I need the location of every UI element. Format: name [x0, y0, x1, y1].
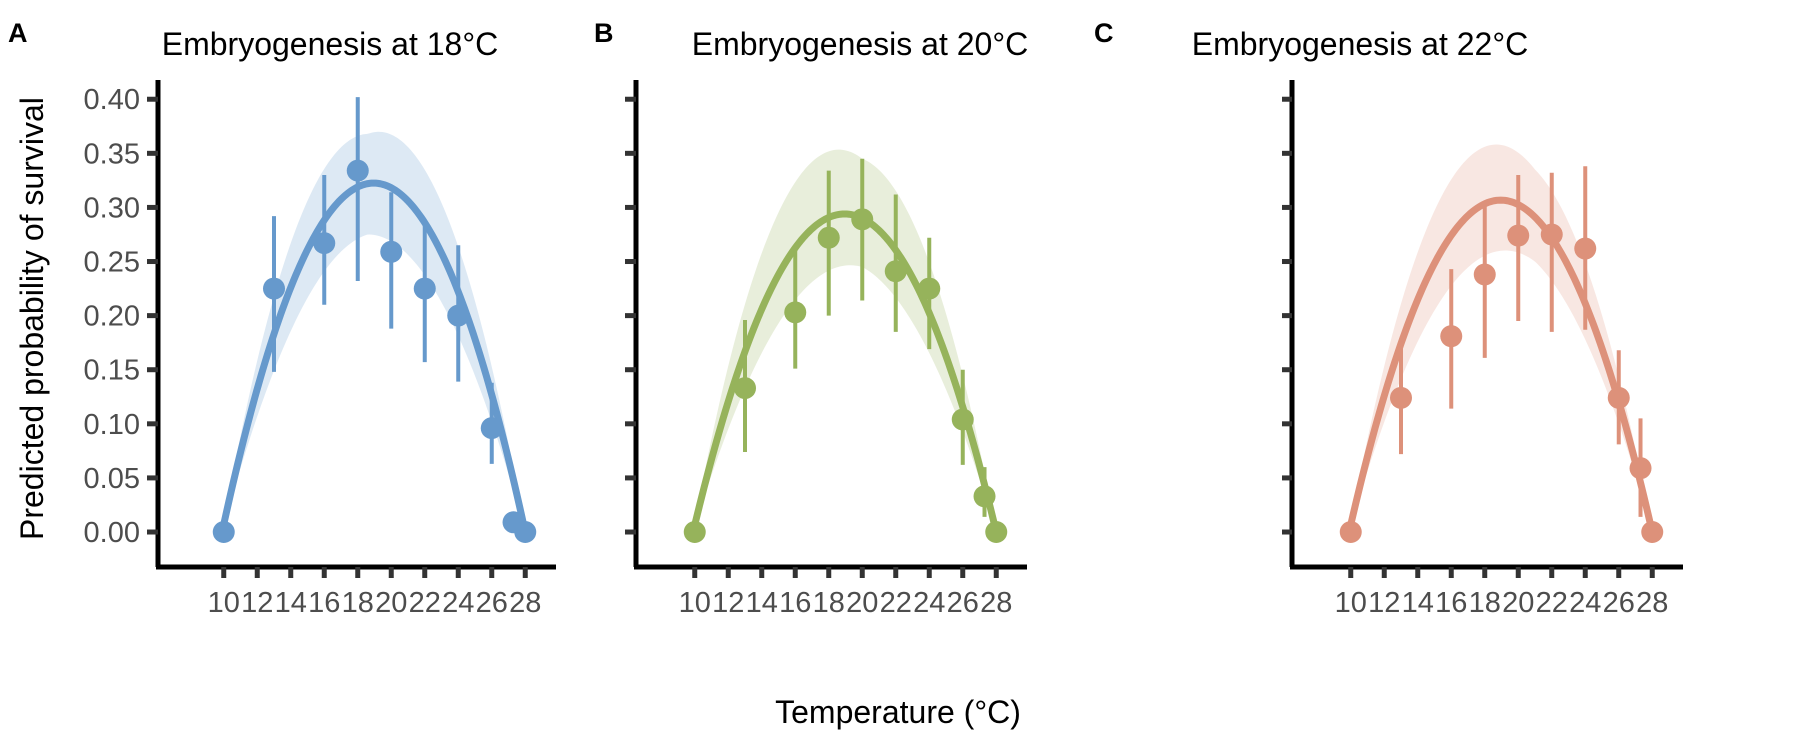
x-tick-label: 24 — [913, 587, 945, 619]
panel-title-b: Embryogenesis at 20°C — [691, 26, 1029, 62]
x-tick-label: 10 — [1335, 587, 1367, 619]
data-point — [1473, 263, 1496, 286]
x-tick-label: 10 — [208, 587, 240, 619]
data-point — [1507, 224, 1530, 247]
panel-letter-b: B — [594, 18, 614, 48]
data-point — [1540, 223, 1563, 246]
data-point — [817, 226, 840, 249]
x-tick-label: 12 — [1368, 587, 1400, 619]
y-tick-label: 0.30 — [84, 192, 140, 224]
data-point — [514, 521, 537, 544]
data-point — [1629, 457, 1652, 480]
y-tick-label: 0.15 — [84, 355, 140, 387]
x-tick-label: 28 — [980, 587, 1012, 619]
x-tick-label: 18 — [1469, 587, 1501, 619]
x-tick-label: 22 — [880, 587, 912, 619]
data-point — [683, 521, 706, 544]
x-tick-label: 18 — [813, 587, 845, 619]
x-tick-label: 18 — [342, 587, 374, 619]
x-tick-label: 22 — [409, 587, 441, 619]
fitted-curve — [218, 179, 529, 536]
panel-c-plot: 10 12 14 16 18 20 22 24 26 28 — [1282, 75, 1752, 685]
data-point — [1574, 237, 1597, 260]
data-point — [918, 277, 941, 300]
x-tick-label: 16 — [779, 587, 811, 619]
x-tick-label: 26 — [947, 587, 979, 619]
x-tick-label: 16 — [308, 587, 340, 619]
panel-a-plot: 0.00 0.05 0.10 0.15 0.20 0.25 0.30 0.35 0.40 10 12… — [60, 75, 600, 685]
data-point — [851, 208, 874, 231]
confidence-ribbon — [222, 131, 526, 533]
x-tick-label: 20 — [846, 587, 878, 619]
confidence-ribbon — [1349, 144, 1653, 533]
x-tick-label: 12 — [712, 587, 744, 619]
panel-b-plot: 10 12 14 16 18 20 22 24 26 28 — [620, 75, 1090, 685]
x-tick-label: 28 — [509, 587, 541, 619]
data-point — [784, 301, 807, 324]
confidence-ribbon — [693, 149, 997, 533]
data-point — [263, 277, 285, 300]
x-tick-label: 20 — [375, 587, 407, 619]
y-tick-label: 0.00 — [84, 517, 140, 549]
x-tick-label: 24 — [442, 587, 474, 619]
data-point — [212, 521, 235, 544]
data-point — [1339, 521, 1362, 544]
y-tick-label: 0.25 — [84, 247, 140, 279]
y-tick-label: 0.20 — [84, 301, 140, 333]
panel-title-a: Embryogenesis at 18°C — [161, 26, 499, 62]
data-point — [973, 485, 996, 508]
data-point — [1607, 386, 1630, 409]
y-tick-label: 0.35 — [84, 138, 140, 170]
panel-letter-c: C — [1094, 18, 1114, 48]
data-point — [884, 260, 907, 283]
panel-b-svg: 10 12 14 16 18 20 22 24 26 28 — [625, 80, 1027, 619]
x-tick-label: 20 — [1502, 587, 1534, 619]
y-tick-label: 0.10 — [84, 409, 140, 441]
data-point — [413, 277, 436, 300]
panel-c-svg: 10 12 14 16 18 20 22 24 26 28 — [1282, 80, 1683, 619]
x-tick-label: 26 — [476, 587, 508, 619]
x-tick-label: 14 — [1402, 587, 1434, 619]
x-tick-label: 14 — [275, 587, 307, 619]
data-point — [447, 304, 470, 327]
panel-title-c: Embryogenesis at 22°C — [1191, 26, 1529, 62]
data-point — [480, 417, 503, 440]
x-axis-title: Temperature (°C) — [775, 694, 1021, 730]
data-point — [951, 408, 974, 431]
y-axis-title: Predicted probability of survival — [14, 97, 50, 540]
data-point — [380, 240, 403, 263]
x-tick-label: 28 — [1636, 587, 1668, 619]
data-point — [1641, 521, 1664, 544]
data-point — [313, 232, 336, 255]
panel-letter-a: A — [8, 18, 28, 48]
data-point — [1440, 325, 1463, 348]
x-tick-label: 26 — [1603, 587, 1635, 619]
x-tick-label: 14 — [746, 587, 778, 619]
x-tick-label: 10 — [679, 587, 711, 619]
data-point — [985, 521, 1008, 544]
data-point — [346, 159, 369, 182]
x-tick-label: 24 — [1569, 587, 1601, 619]
data-point — [1390, 386, 1412, 409]
y-tick-label: 0.40 — [84, 84, 140, 116]
x-tick-label: 12 — [241, 587, 273, 619]
panel-a-svg: 0.00 0.05 0.10 0.15 0.20 0.25 0.30 0.35 0.40 10 12… — [84, 80, 556, 619]
y-tick-label: 0.05 — [84, 463, 140, 495]
x-tick-label: 22 — [1536, 587, 1568, 619]
x-tick-label: 16 — [1435, 587, 1467, 619]
data-point — [734, 377, 756, 400]
